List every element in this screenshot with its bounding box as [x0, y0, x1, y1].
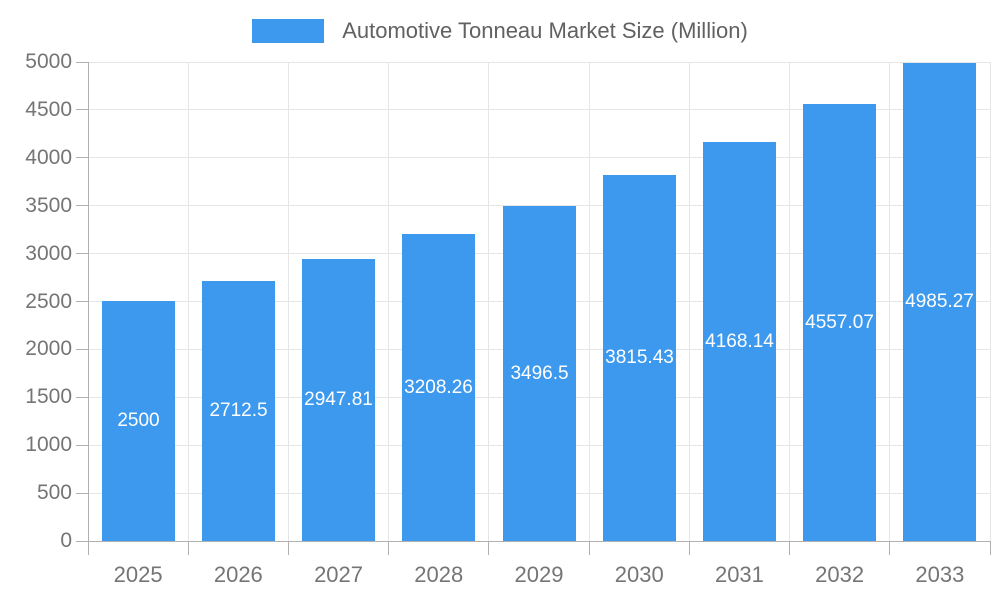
bar-value-label: 3208.26	[404, 376, 473, 398]
bar-2026[interactable]: 2712.5	[202, 281, 275, 541]
x-gridline	[889, 62, 891, 541]
y-axis-tick-label: 0	[60, 529, 72, 552]
bar-2025[interactable]: 2500	[102, 301, 175, 541]
x-axis-tick	[187, 541, 189, 555]
y-axis-tick	[76, 205, 88, 207]
x-axis-tick	[688, 541, 690, 555]
y-axis-tick	[76, 396, 88, 398]
y-axis-tick-label: 4000	[25, 145, 72, 169]
y-axis-tick	[76, 540, 88, 542]
bar-value-label: 4985.27	[905, 291, 974, 312]
y-axis-tick-label: 1500	[25, 385, 72, 409]
y-axis-tick	[76, 109, 88, 111]
bar-2028[interactable]: 3208.26	[402, 234, 475, 541]
x-gridline	[388, 62, 390, 541]
x-gridline	[287, 62, 289, 541]
x-axis-tick-label: 2032	[815, 562, 865, 587]
x-axis-tick-label: 2030	[614, 562, 664, 587]
y-axis-tick	[76, 157, 88, 159]
bar-2030[interactable]: 3815.43	[603, 175, 676, 541]
bar-value-label: 3496.5	[510, 362, 569, 384]
y-gridline	[88, 205, 990, 207]
bar-2027[interactable]: 2947.81	[302, 259, 375, 541]
y-axis-tick-label: 2000	[25, 337, 72, 361]
y-gridline	[88, 109, 990, 111]
y-axis-tick-label: 1000	[25, 433, 72, 457]
bar-value-label: 4557.07	[805, 311, 874, 333]
x-axis-tick	[287, 541, 289, 555]
bar-value-label: 2712.5	[209, 400, 268, 421]
bar-2033[interactable]: 4985.27	[903, 63, 976, 541]
y-axis-tick-label: 5000	[25, 50, 72, 73]
legend-swatch-icon	[252, 19, 325, 43]
y-axis-tick-label: 2500	[25, 289, 72, 313]
y-axis-tick	[76, 301, 88, 302]
x-axis-tick	[889, 541, 891, 555]
x-gridline	[187, 62, 189, 541]
y-axis-tick-label: 3500	[25, 193, 72, 217]
x-axis-tick	[789, 541, 791, 555]
bar-value-label: 3815.43	[605, 347, 674, 368]
x-axis-tick-label: 2028	[414, 562, 464, 587]
x-axis-tick-label: 2029	[514, 562, 564, 587]
chart-legend[interactable]: Automotive Tonneau Market Size (Million)	[0, 18, 1000, 44]
x-axis-line	[88, 540, 990, 542]
y-axis-tick	[76, 61, 88, 63]
x-gridline	[989, 62, 991, 541]
x-axis-tick-label: 2031	[714, 562, 764, 587]
y-gridline	[88, 157, 990, 159]
y-axis-tick-label: 3000	[25, 241, 72, 265]
x-axis-tick	[588, 541, 590, 555]
x-axis-tick-label: 2025	[113, 562, 163, 587]
bar-value-label: 4168.14	[705, 330, 774, 352]
x-gridline	[789, 62, 791, 541]
bar-value-label: 2500	[117, 410, 160, 431]
y-axis-tick-label: 4500	[25, 97, 72, 121]
y-axis-line	[87, 62, 89, 555]
bar-2032[interactable]: 4557.07	[803, 104, 876, 541]
x-axis-tick-label: 2033	[915, 562, 965, 587]
y-gridline	[88, 61, 990, 63]
y-axis-tick	[76, 444, 88, 446]
legend-label: Automotive Tonneau Market Size (Million)	[342, 18, 748, 43]
x-axis-tick	[989, 541, 991, 555]
x-axis-tick-label: 2027	[314, 562, 364, 587]
y-axis-tick	[76, 348, 88, 350]
x-axis-tick	[388, 541, 390, 555]
x-axis-tick-label: 2026	[213, 562, 263, 587]
x-gridline	[688, 62, 690, 541]
x-gridline	[588, 62, 590, 541]
x-axis-tick	[488, 541, 490, 555]
bar-value-label: 2947.81	[304, 389, 373, 410]
x-gridline	[488, 62, 490, 541]
y-axis-tick	[76, 492, 88, 494]
bar-2031[interactable]: 4168.14	[703, 142, 776, 541]
y-axis-tick	[76, 253, 88, 255]
bar-2029[interactable]: 3496.5	[503, 206, 576, 541]
y-axis-tick-label: 500	[36, 481, 72, 505]
